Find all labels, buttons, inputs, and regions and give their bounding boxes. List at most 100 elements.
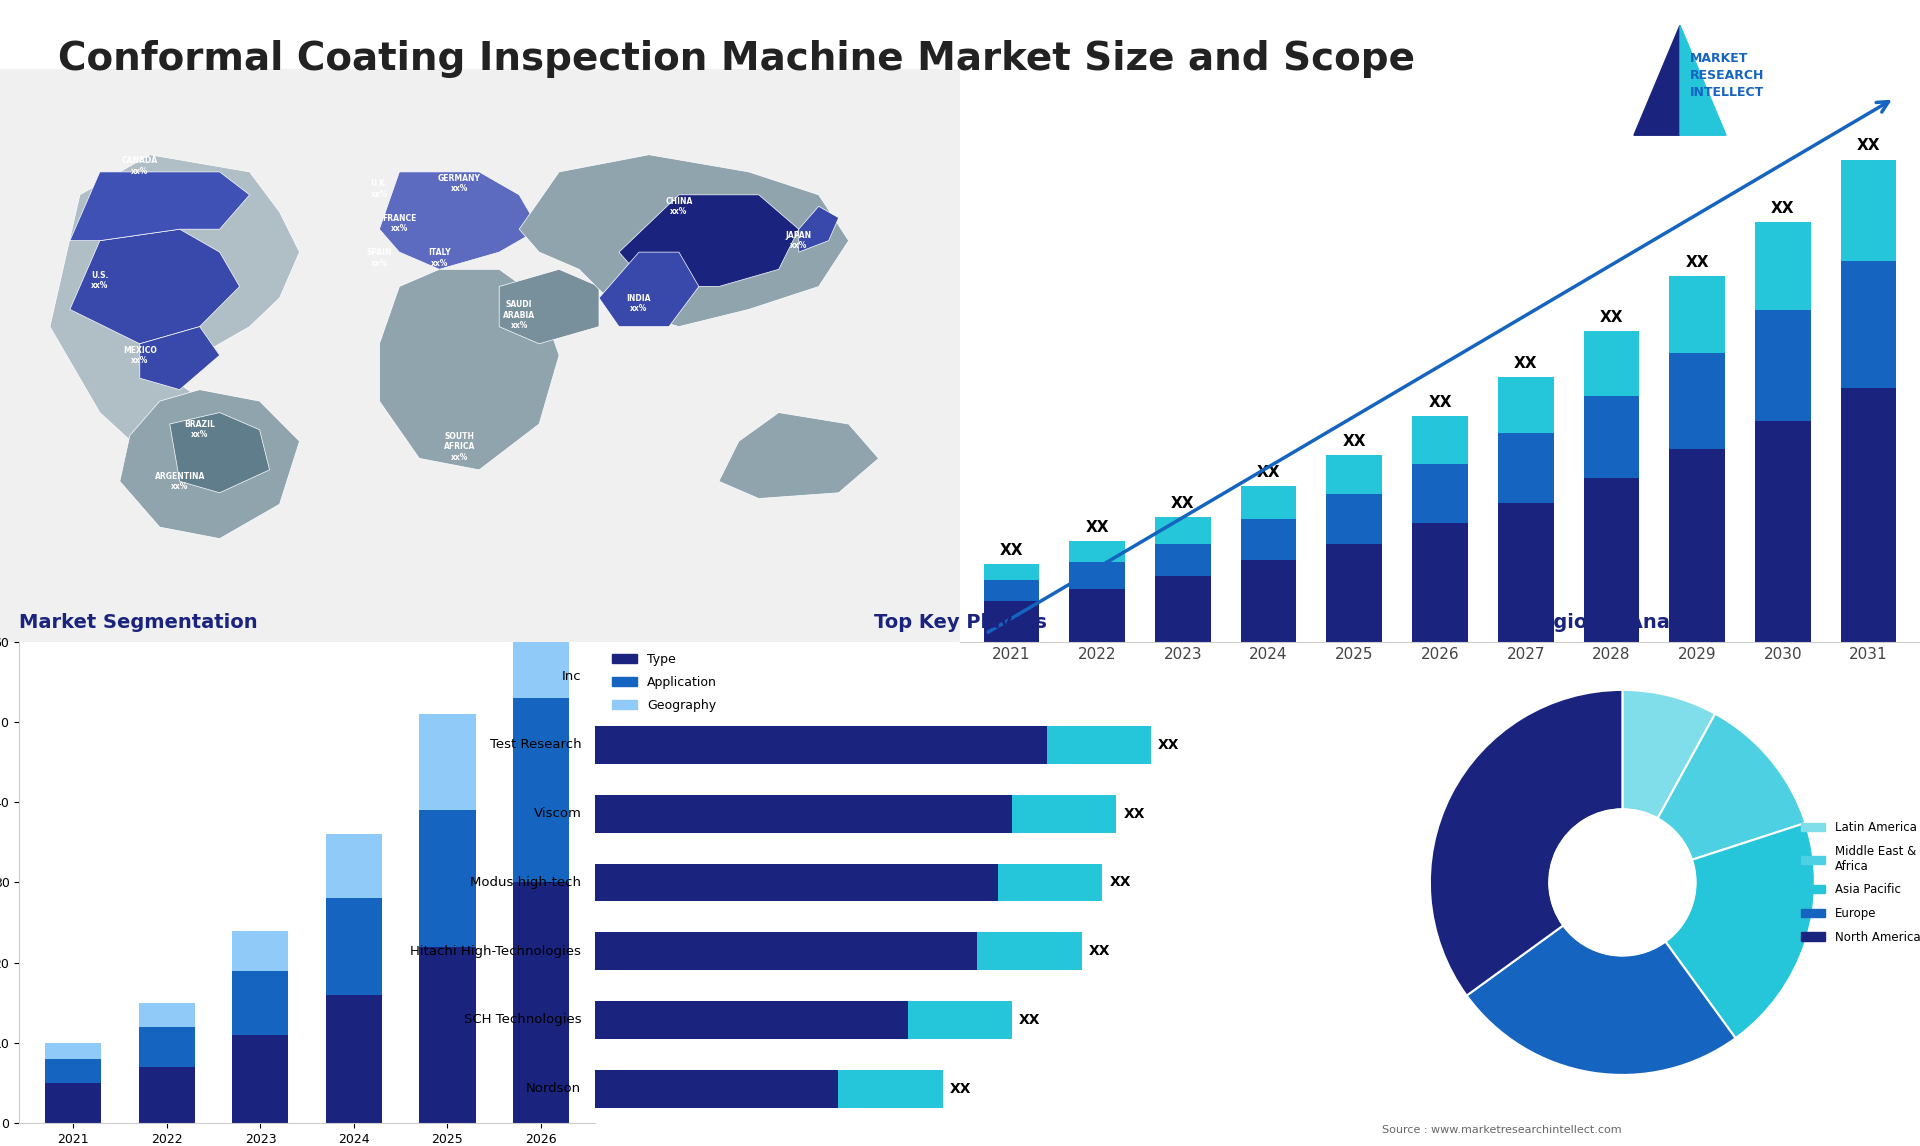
Bar xyxy=(1498,433,1553,503)
Text: XX: XX xyxy=(1515,356,1538,371)
Bar xyxy=(1156,576,1212,642)
Bar xyxy=(998,864,1102,901)
Text: MEXICO
xx%: MEXICO xx% xyxy=(123,346,157,364)
Bar xyxy=(1069,562,1125,589)
Text: Market Segmentation: Market Segmentation xyxy=(19,613,257,631)
Bar xyxy=(1411,523,1469,642)
Bar xyxy=(595,727,1046,764)
Bar xyxy=(1668,353,1724,449)
Bar xyxy=(908,1002,1012,1038)
Bar xyxy=(46,1043,102,1059)
Text: U.K.
xx%: U.K. xx% xyxy=(371,180,388,198)
Polygon shape xyxy=(69,229,240,344)
Polygon shape xyxy=(69,172,250,241)
Bar xyxy=(983,564,1039,580)
Bar xyxy=(419,810,476,947)
Bar xyxy=(1755,222,1811,311)
Title: Regional Analysis: Regional Analysis xyxy=(1526,613,1718,631)
Bar xyxy=(595,864,998,901)
Wedge shape xyxy=(1622,690,1715,818)
Bar xyxy=(232,1035,288,1123)
Polygon shape xyxy=(119,390,300,539)
Bar xyxy=(595,1070,839,1107)
Circle shape xyxy=(1549,809,1695,956)
Polygon shape xyxy=(718,413,879,499)
Text: Source : www.marketresearchintellect.com: Source : www.marketresearchintellect.com xyxy=(1382,1124,1622,1135)
Bar xyxy=(1240,486,1296,519)
Bar xyxy=(1841,159,1897,261)
Text: BRAZIL
xx%: BRAZIL xx% xyxy=(184,421,215,439)
Bar xyxy=(1240,560,1296,642)
Bar xyxy=(1584,478,1640,642)
Polygon shape xyxy=(499,269,599,344)
Text: Hitachi High-Technologies: Hitachi High-Technologies xyxy=(411,944,582,958)
Bar xyxy=(1012,795,1116,832)
Bar xyxy=(1156,517,1212,543)
Bar xyxy=(1498,377,1553,433)
Title: Top Key Players: Top Key Players xyxy=(874,613,1046,631)
Text: CHINA
xx%: CHINA xx% xyxy=(664,197,693,215)
Bar xyxy=(1584,331,1640,397)
Text: XX: XX xyxy=(1857,139,1880,154)
Bar xyxy=(1327,543,1382,642)
Bar xyxy=(1584,397,1640,478)
Bar xyxy=(839,1070,943,1107)
Bar xyxy=(1327,455,1382,494)
Bar xyxy=(1668,276,1724,353)
Text: SCH Technologies: SCH Technologies xyxy=(463,1013,582,1027)
Text: CANADA
xx%: CANADA xx% xyxy=(121,157,157,175)
Bar xyxy=(1668,449,1724,642)
Bar xyxy=(1411,464,1469,523)
Bar xyxy=(595,1002,908,1038)
Bar xyxy=(1046,727,1152,764)
Text: Modus high-tech: Modus high-tech xyxy=(470,876,582,889)
Bar xyxy=(46,1059,102,1083)
Text: Inc: Inc xyxy=(563,669,582,683)
FancyBboxPatch shape xyxy=(0,69,998,642)
Text: Viscom: Viscom xyxy=(534,807,582,821)
Wedge shape xyxy=(1657,714,1805,860)
Bar xyxy=(1411,416,1469,464)
Text: MARKET
RESEARCH
INTELLECT: MARKET RESEARCH INTELLECT xyxy=(1690,52,1764,99)
Bar xyxy=(513,562,568,698)
Polygon shape xyxy=(380,172,540,269)
Text: Nordson: Nordson xyxy=(526,1082,582,1096)
Wedge shape xyxy=(1665,823,1814,1038)
Text: XX: XX xyxy=(1686,256,1709,270)
Wedge shape xyxy=(1467,926,1736,1075)
Bar xyxy=(326,995,382,1123)
Bar xyxy=(326,834,382,898)
Polygon shape xyxy=(799,206,839,252)
Text: JAPAN
xx%: JAPAN xx% xyxy=(785,231,812,250)
Text: XX: XX xyxy=(1258,465,1281,480)
Polygon shape xyxy=(140,327,219,390)
Text: SAUDI
ARABIA
xx%: SAUDI ARABIA xx% xyxy=(503,300,536,330)
Bar xyxy=(138,1027,196,1067)
Text: FRANCE
xx%: FRANCE xx% xyxy=(382,214,417,233)
Text: ITALY
xx%: ITALY xx% xyxy=(428,249,451,267)
Text: XX: XX xyxy=(1020,1013,1041,1027)
Bar xyxy=(326,898,382,995)
Text: XX: XX xyxy=(1123,807,1144,821)
Bar xyxy=(1327,494,1382,543)
Bar xyxy=(595,933,977,970)
Bar xyxy=(138,1003,196,1027)
Bar xyxy=(1069,541,1125,562)
Polygon shape xyxy=(599,252,699,327)
Bar xyxy=(595,795,1012,832)
Bar xyxy=(1156,543,1212,576)
Bar xyxy=(1841,388,1897,642)
Text: SOUTH
AFRICA
xx%: SOUTH AFRICA xx% xyxy=(444,432,474,462)
Text: XX: XX xyxy=(1089,944,1110,958)
Text: XX: XX xyxy=(1342,434,1365,449)
Text: XX: XX xyxy=(1158,738,1179,752)
Legend: Type, Application, Geography: Type, Application, Geography xyxy=(607,647,722,717)
Bar xyxy=(983,601,1039,642)
Bar xyxy=(46,1083,102,1123)
Bar xyxy=(419,947,476,1123)
Text: XX: XX xyxy=(1770,201,1795,215)
Text: XX: XX xyxy=(1110,876,1131,889)
Bar xyxy=(1841,261,1897,388)
Text: U.S.
xx%: U.S. xx% xyxy=(90,272,109,290)
Bar xyxy=(138,1067,196,1123)
